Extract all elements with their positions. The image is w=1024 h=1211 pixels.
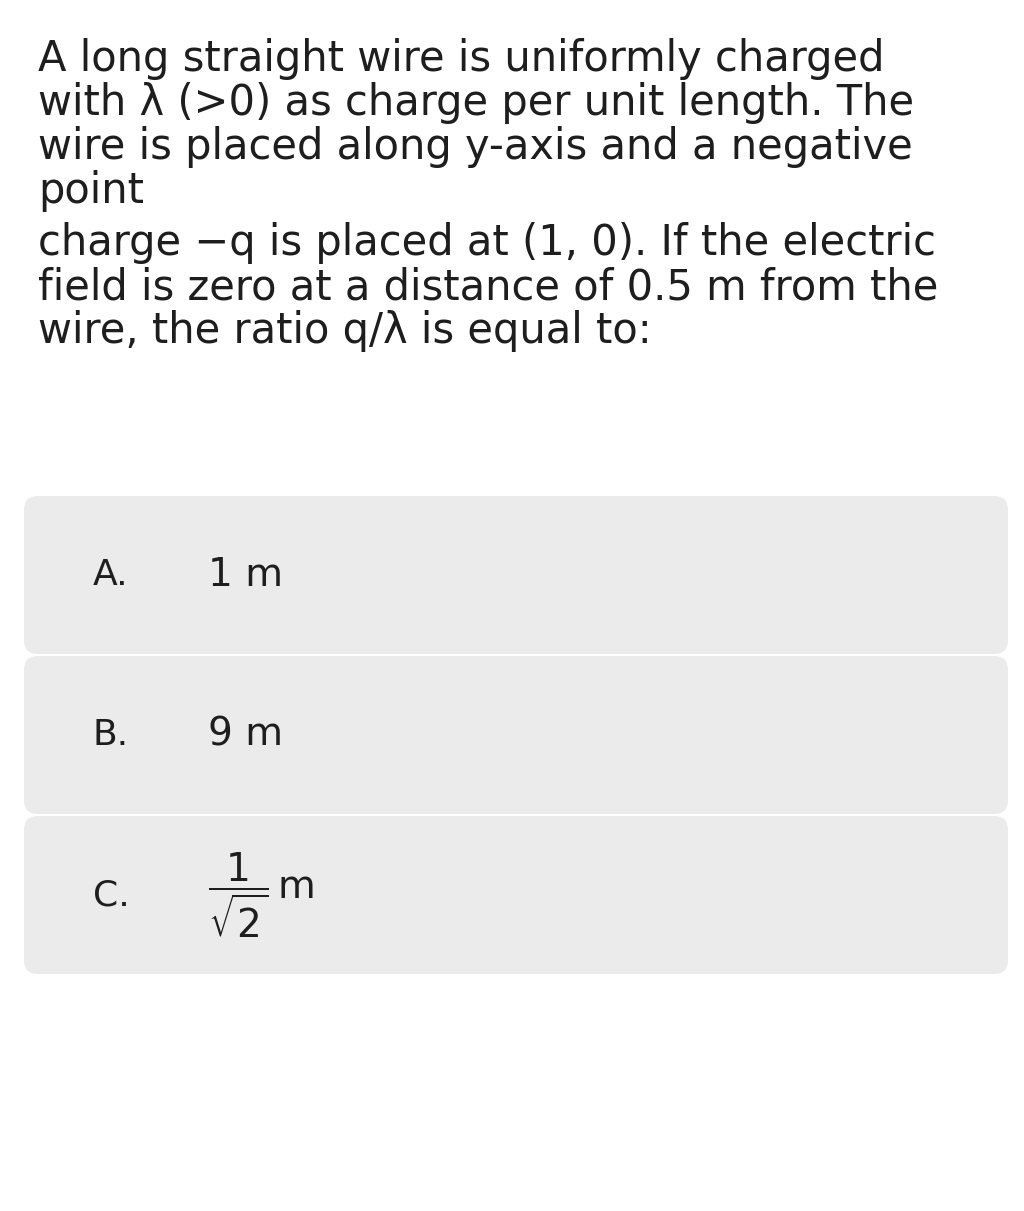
Text: field is zero at a distance of 0.5 m from the: field is zero at a distance of 0.5 m fro… [38,266,938,308]
Text: A long straight wire is uniformly charged: A long straight wire is uniformly charge… [38,38,885,80]
Text: wire is placed along y-axis and a negative: wire is placed along y-axis and a negati… [38,126,912,168]
Text: 9 m: 9 m [208,716,283,754]
Text: wire, the ratio q/λ is equal to:: wire, the ratio q/λ is equal to: [38,310,651,352]
Text: A.: A. [93,558,129,592]
Text: charge −q is placed at (1, 0). If the electric: charge −q is placed at (1, 0). If the el… [38,222,936,264]
Text: C.: C. [93,878,130,912]
Text: with λ (>0) as charge per unit length. The: with λ (>0) as charge per unit length. T… [38,82,914,124]
FancyBboxPatch shape [24,656,1008,814]
Text: $\dfrac{1}{\sqrt{2}}\,\mathrm{m}$: $\dfrac{1}{\sqrt{2}}\,\mathrm{m}$ [208,850,314,940]
Text: B.: B. [93,718,129,752]
Text: 1 m: 1 m [208,556,283,595]
FancyBboxPatch shape [24,497,1008,654]
FancyBboxPatch shape [24,816,1008,974]
Text: point: point [38,170,144,212]
